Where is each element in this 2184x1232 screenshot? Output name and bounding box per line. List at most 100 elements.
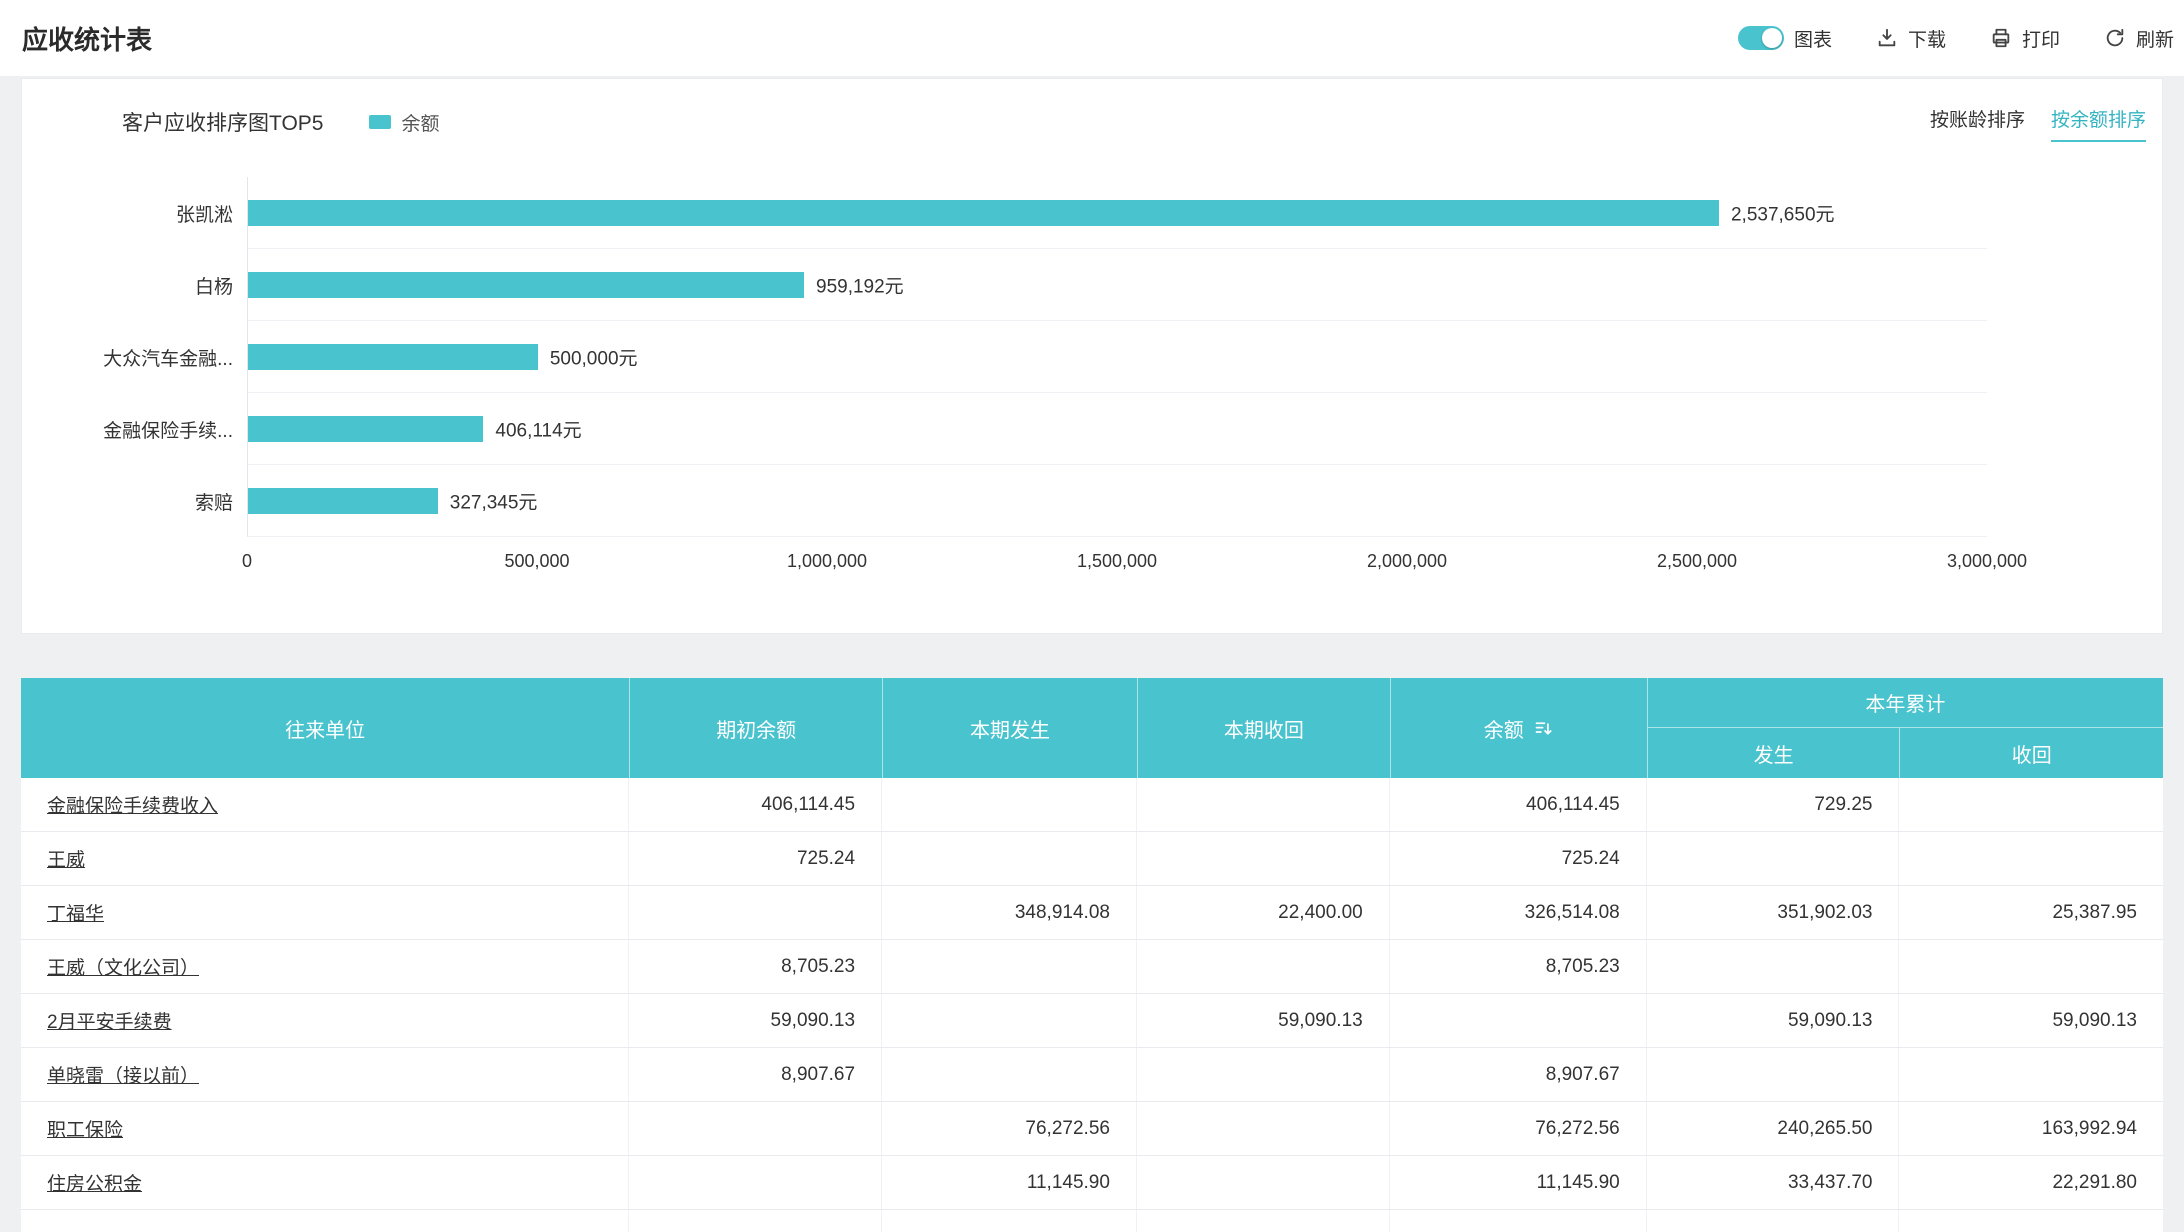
col-header-opening: 期初余额 <box>629 678 882 778</box>
bar-track: 406,114元 <box>247 393 1987 465</box>
cell-opening: 406,114.45 <box>629 778 883 831</box>
cell-occurred: 76,272.56 <box>882 1102 1137 1155</box>
cell-received: 22,400.00 <box>1137 886 1390 939</box>
cell-empty <box>1390 1210 1647 1232</box>
bar-track: 959,192元 <box>247 249 1987 321</box>
sort-tabs: 按账龄排序 按余额排序 <box>1930 105 2146 142</box>
table-row: 金融保险手续费收入 406,114.45 406,114.45 729.25 <box>21 778 2163 832</box>
bar-track: 327,345元 <box>247 465 1987 537</box>
bar-row: 索赔 327,345元 <box>22 465 2162 537</box>
bar[interactable] <box>248 199 1719 226</box>
cell-occurred <box>882 1048 1137 1101</box>
cell-opening <box>629 1102 883 1155</box>
unit-link[interactable]: 丁福华 <box>47 904 105 925</box>
bar-value-label: 2,537,650元 <box>1730 204 1835 225</box>
chart-title: 客户应收排序图TOP5 <box>122 112 324 135</box>
cell-occurred <box>882 940 1137 993</box>
unit-link[interactable]: 住房公积金 <box>47 1174 143 1195</box>
print-label: 打印 <box>2021 29 2060 51</box>
cell-received <box>1137 940 1390 993</box>
sort-by-aging-tab[interactable]: 按账龄排序 <box>1929 110 2025 131</box>
table-row: 2月平安手续费 59,090.13 59,090.13 59,090.13 59,090… <box>21 994 2163 1048</box>
col-header-ytd-occurred: 发生 <box>1646 728 1900 778</box>
table-row: 王威（文化公司） 8,705.23 8,705.23 <box>21 940 2163 994</box>
cell-ytd_received <box>1899 1048 2163 1101</box>
category-label: 白杨 <box>194 276 233 298</box>
chart-toggle[interactable] <box>1737 26 1784 50</box>
cell-empty <box>1137 1210 1390 1232</box>
cell-balance: 11,145.90 <box>1390 1156 1647 1209</box>
col-header-unit: 往来单位 <box>285 719 366 742</box>
cell-ytd_occurred: 240,265.50 <box>1647 1102 1900 1155</box>
chart-panel: 客户应收排序图TOP5 余额 按账龄排序 按余额排序 张凯淞 2,537,650元… <box>21 78 2163 634</box>
col-header-occurred: 本期发生 <box>882 678 1137 778</box>
bar[interactable] <box>248 343 538 370</box>
refresh-button[interactable]: 刷新 <box>2104 25 2174 52</box>
unit-link[interactable]: 王威（文化公司） <box>47 958 200 979</box>
cell-occurred <box>882 832 1137 885</box>
cell-opening: 725.24 <box>629 832 883 885</box>
cell-ytd_occurred <box>1647 1048 1900 1101</box>
cell-balance: 406,114.45 <box>1390 778 1647 831</box>
col-header-balance[interactable]: 余额 <box>1389 678 1647 778</box>
unit-link[interactable]: 2月平安手续费 <box>47 1012 172 1033</box>
cell-ytd_received <box>1899 940 2163 993</box>
sort-by-balance-tab[interactable]: 按余额排序 <box>2050 105 2146 142</box>
unit-link[interactable]: 王威 <box>47 850 86 871</box>
cell-occurred: 348,914.08 <box>882 886 1137 939</box>
bar-value-label: 406,114元 <box>495 420 582 441</box>
cell-unit: 住房公积金 <box>21 1156 630 1209</box>
cell-received <box>1137 1048 1390 1101</box>
toggle-knob <box>1761 28 1782 48</box>
table-row <box>21 1210 2163 1232</box>
cell-empty <box>629 1210 883 1232</box>
cell-unit: 王威（文化公司） <box>21 940 630 993</box>
cell-occurred <box>882 994 1137 1047</box>
cell-unit: 职工保险 <box>21 1102 630 1155</box>
cell-opening: 8,705.23 <box>629 940 883 993</box>
unit-link[interactable]: 单晓雷（接以前） <box>47 1066 200 1087</box>
col-header-ytd-group: 本年累计 <box>1646 678 2163 728</box>
bar[interactable] <box>248 415 484 442</box>
topbar: 应收统计表 图表 下载 打印 刷新 <box>0 0 2184 76</box>
unit-link[interactable]: 金融保险手续费收入 <box>47 796 219 817</box>
bar-track: 500,000元 <box>247 321 1987 393</box>
cell-balance: 8,907.67 <box>1390 1048 1647 1101</box>
sort-descending-icon[interactable] <box>1533 718 1554 739</box>
cell-ytd_received <box>1899 778 2163 831</box>
cell-received <box>1137 1156 1390 1209</box>
col-header-ytd-received: 收回 <box>1899 728 2163 778</box>
table-row: 职工保险 76,272.56 76,272.56 240,265.50 163,992.… <box>21 1102 2163 1156</box>
cell-received <box>1137 832 1390 885</box>
bar[interactable] <box>248 271 804 298</box>
unit-link[interactable]: 职工保险 <box>47 1120 124 1141</box>
cell-ytd_occurred: 33,437.70 <box>1647 1156 1900 1209</box>
bar-value-label: 959,192元 <box>816 276 904 297</box>
toolbar: 图表 下载 打印 刷新 <box>1737 25 2174 52</box>
cell-opening <box>629 1156 883 1209</box>
x-tick-label: 0 <box>241 551 253 571</box>
bar-chart: 张凯淞 2,537,650元 白杨 959,192元 大众汽车金融... 500,000元… <box>22 177 2162 581</box>
receivables-table: 往来单位 期初余额 本期发生 本期收回 余额 本年累计 发生 收回 金融保险手续… <box>21 678 2163 1232</box>
chart-toggle-label: 图表 <box>1793 29 1832 51</box>
table-row: 丁福华 348,914.08 22,400.00 326,514.08 351,902.… <box>21 886 2163 940</box>
cell-ytd_received: 25,387.95 <box>2052 901 2137 923</box>
legend: 余额 <box>369 109 439 136</box>
table-row: 单晓雷（接以前） 8,907.67 8,907.67 <box>21 1048 2163 1102</box>
chart-header: 客户应收排序图TOP5 余额 按账龄排序 按余额排序 <box>22 79 2162 142</box>
cell-balance <box>1390 994 1647 1047</box>
balance-header-label: 余额 <box>1483 719 1524 742</box>
cell-opening: 8,907.67 <box>629 1048 883 1101</box>
print-button[interactable]: 打印 <box>1990 25 2060 52</box>
bar[interactable] <box>248 487 438 514</box>
cell-ytd_received: 22,291.80 <box>2052 1171 2137 1193</box>
download-label: 下载 <box>1907 29 1946 51</box>
cell-ytd_occurred: 59,090.13 <box>1647 994 1900 1047</box>
cell-ytd_occurred: 351,902.03 <box>1647 886 1900 939</box>
bar-track: 2,537,650元 <box>247 177 1987 249</box>
cell-received <box>1137 1102 1390 1155</box>
bar-row: 大众汽车金融... 500,000元 <box>22 321 2162 393</box>
download-button[interactable]: 下载 <box>1876 25 1946 52</box>
cell-balance: 8,705.23 <box>1390 940 1647 993</box>
cell-empty <box>1647 1210 1900 1232</box>
